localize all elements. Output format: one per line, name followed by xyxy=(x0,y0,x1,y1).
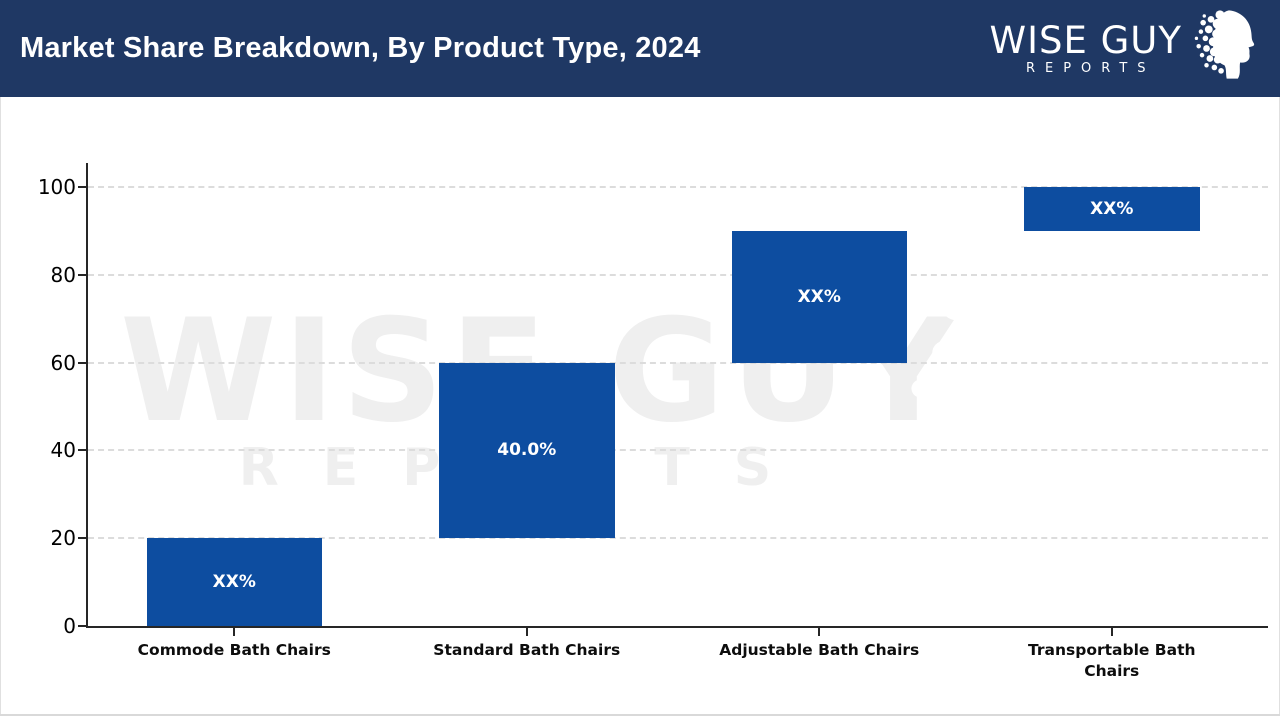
x-tick-mark xyxy=(818,628,821,636)
bar-value-label: 40.0% xyxy=(497,440,557,461)
x-axis-line xyxy=(86,626,1268,628)
y-axis-line xyxy=(86,163,88,628)
y-tick-mark xyxy=(78,186,87,188)
y-tick-label: 60 xyxy=(50,350,76,375)
gridline xyxy=(88,273,1268,276)
gridline xyxy=(88,186,1268,188)
category-label: Standard Bath Chairs xyxy=(433,641,621,659)
gridline xyxy=(88,449,1268,452)
y-tick-label: 20 xyxy=(50,526,76,551)
y-tick-mark xyxy=(78,625,87,627)
y-tick-label: 100 xyxy=(37,175,76,199)
x-tick-mark xyxy=(525,628,528,636)
bar-value-label: XX% xyxy=(1090,198,1134,219)
y-tick-label: 80 xyxy=(50,262,76,287)
bar-segment: 40.0% xyxy=(439,362,615,539)
logo-sub-text: REPORTS xyxy=(1025,61,1156,77)
watermark-face-icon xyxy=(911,239,1227,603)
y-tick-mark xyxy=(78,273,87,276)
gridline xyxy=(88,537,1268,540)
y-tick-mark xyxy=(78,537,87,540)
y-tick-label: 0 xyxy=(63,614,76,638)
x-tick-mark xyxy=(233,628,236,636)
gridline xyxy=(88,361,1268,364)
left-border xyxy=(0,97,1,716)
x-tick-mark xyxy=(1110,628,1113,636)
category-label: Commode Bath Chairs xyxy=(137,641,331,659)
bar-value-label: XX% xyxy=(212,572,256,593)
logo-face-icon xyxy=(1194,10,1255,79)
bar-segment: XX% xyxy=(731,230,907,363)
header: Market Share Breakdown, By Product Type,… xyxy=(0,0,1280,97)
y-tick-label: 40 xyxy=(50,438,76,463)
y-tick-mark xyxy=(78,361,87,364)
bar-value-label: XX% xyxy=(797,286,841,307)
brand-logo-text: WISE GUY REPORTS xyxy=(989,18,1182,77)
bar-segment: XX% xyxy=(1024,187,1200,231)
category-label: Transportable Bath Chairs xyxy=(1027,641,1196,680)
bar-segment: XX% xyxy=(146,538,322,626)
brand-logo: WISE GUY REPORTS xyxy=(990,6,1266,92)
category-label: Adjustable Bath Chairs xyxy=(719,641,920,659)
bottom-border xyxy=(0,714,1280,716)
y-tick-mark xyxy=(78,449,87,452)
chart-title: Market Share Breakdown, By Product Type,… xyxy=(20,32,701,64)
logo-brand-text: WISE GUY xyxy=(989,18,1182,62)
